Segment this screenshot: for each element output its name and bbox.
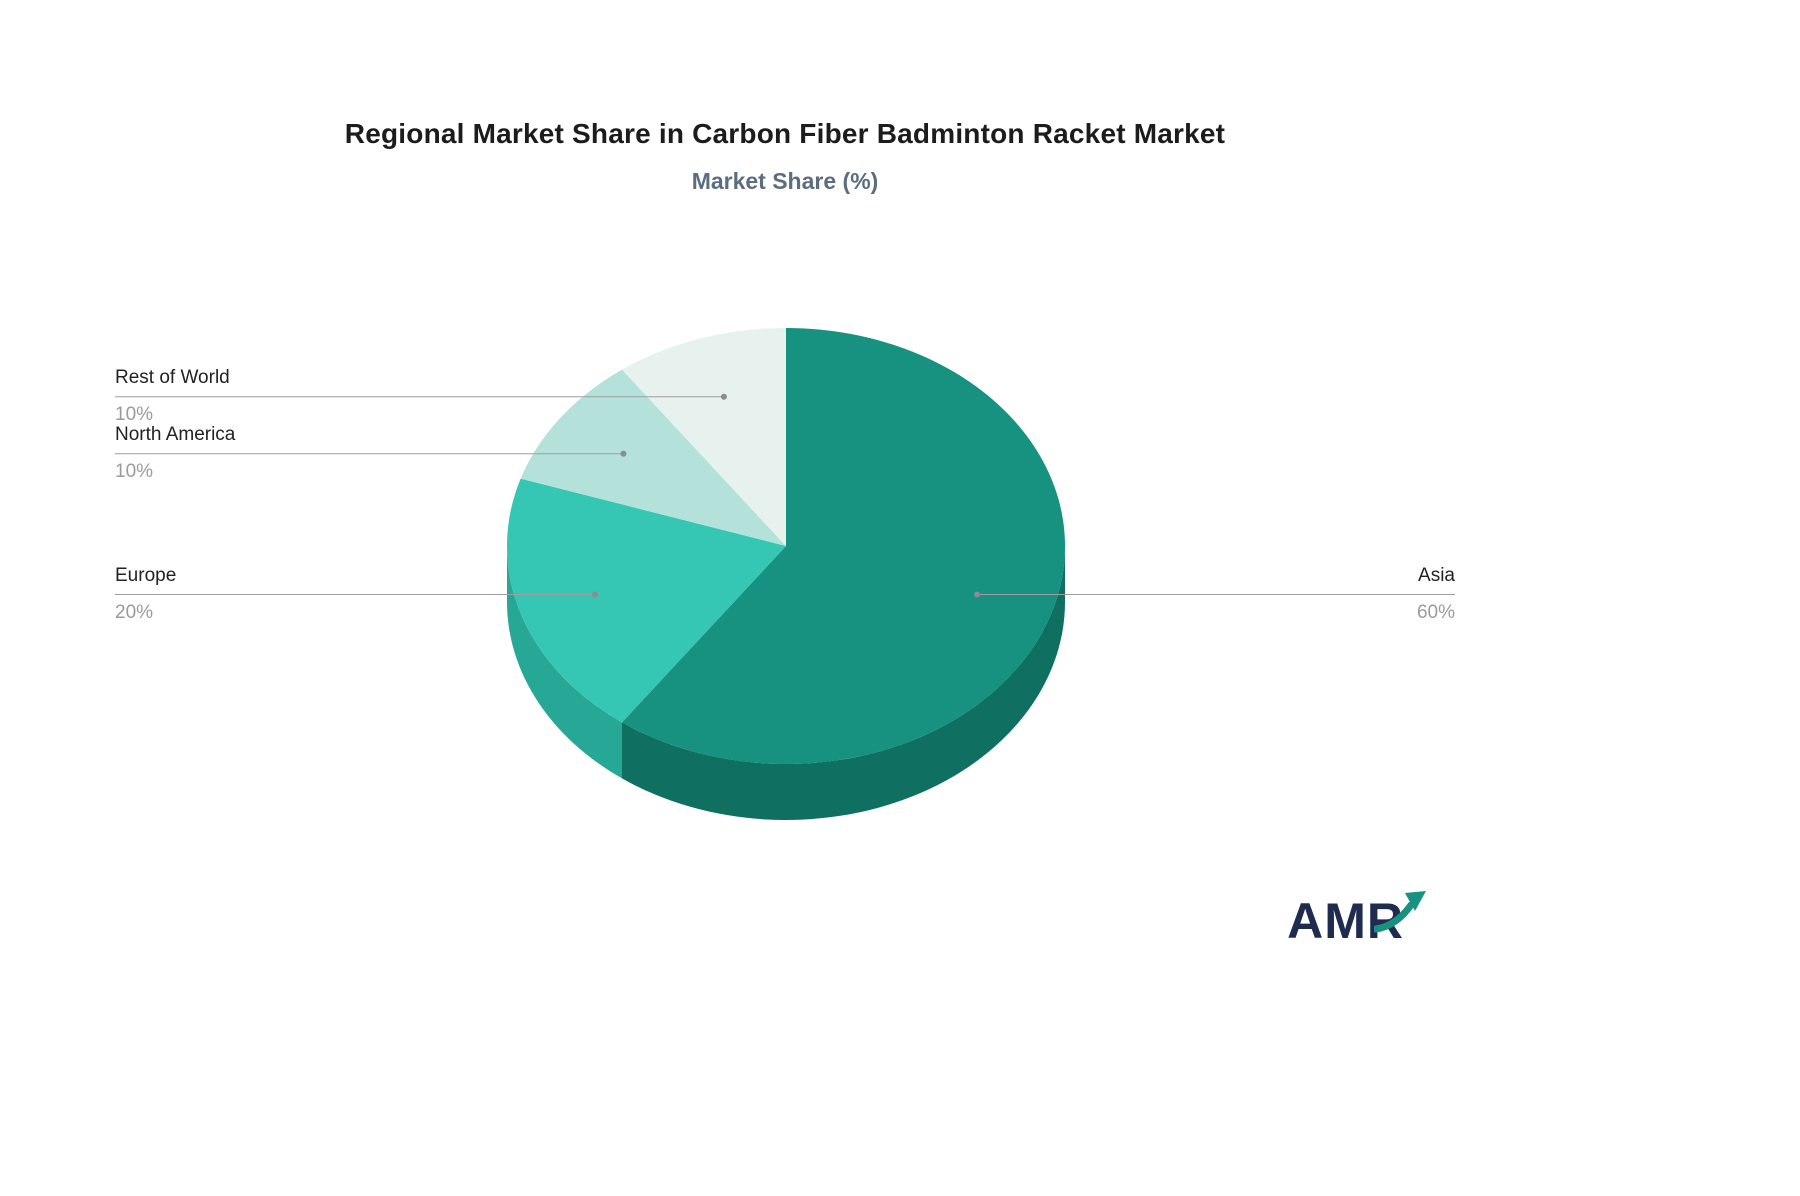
slice-percent: 10% xyxy=(115,403,154,425)
pie-slice-2[interactable] xyxy=(520,369,786,546)
leader-dot-3 xyxy=(720,393,727,400)
slice-label-rest-of-world: Rest of World 10% xyxy=(115,367,230,426)
pie-slice-side-0 xyxy=(622,546,1065,820)
leader-dot-2 xyxy=(620,450,627,457)
pie-slice-0[interactable] xyxy=(622,328,1065,764)
slice-name: North America xyxy=(115,423,236,445)
slice-name: Asia xyxy=(1418,564,1455,586)
slice-name: Europe xyxy=(115,564,177,586)
slice-percent: 60% xyxy=(1416,601,1455,623)
slice-percent: 20% xyxy=(115,601,154,623)
leader-dot-1 xyxy=(591,591,598,598)
leader-dot-0 xyxy=(974,591,981,598)
slice-name: Rest of World xyxy=(115,366,230,388)
slice-label-europe: Europe 20% xyxy=(115,565,176,624)
chart-title: Regional Market Share in Carbon Fiber Ba… xyxy=(344,118,1226,149)
amr-logo: AMR xyxy=(1287,891,1428,949)
slice-percent: 10% xyxy=(115,460,154,482)
pie-slice-1[interactable] xyxy=(506,478,786,723)
amr-logo-text: AMR xyxy=(1287,893,1404,949)
pie-slice-3[interactable] xyxy=(622,328,786,546)
chart-subtitle: Market Share (%) xyxy=(691,168,879,194)
amr-logo-arrow-icon xyxy=(1374,891,1426,933)
slice-label-asia: Asia 60% xyxy=(1417,565,1455,624)
slice-label-north-america: North America 10% xyxy=(115,424,235,483)
pie-slice-side-1 xyxy=(507,546,623,779)
